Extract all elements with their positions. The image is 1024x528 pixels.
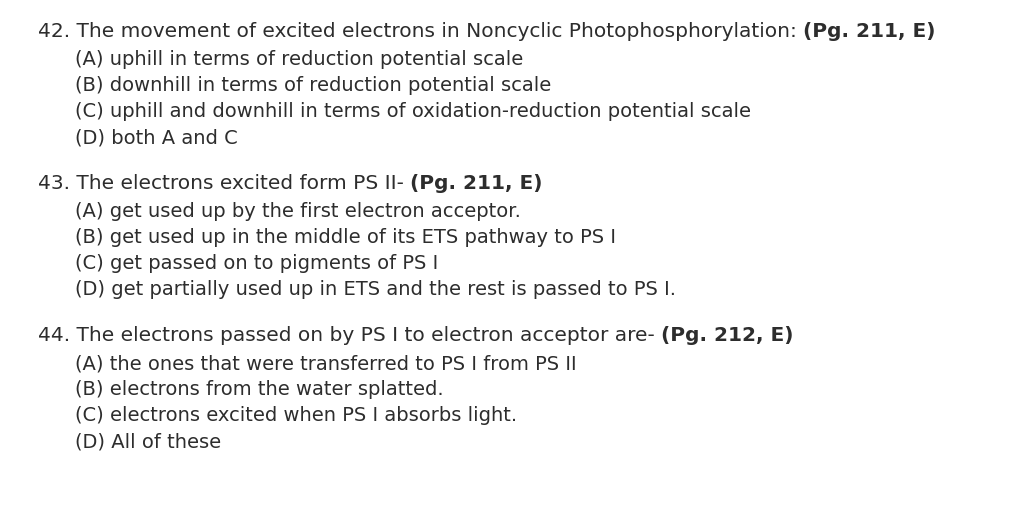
- Text: (A) the ones that were transferred to PS I from PS II: (A) the ones that were transferred to PS…: [75, 354, 577, 373]
- Text: (Pg. 211, E): (Pg. 211, E): [803, 22, 936, 41]
- Text: (A) uphill in terms of reduction potential scale: (A) uphill in terms of reduction potenti…: [75, 50, 523, 69]
- Text: (C) uphill and downhill in terms of oxidation-reduction potential scale: (C) uphill and downhill in terms of oxid…: [75, 102, 751, 121]
- Text: (D) get partially used up in ETS and the rest is passed to PS I.: (D) get partially used up in ETS and the…: [75, 280, 676, 299]
- Text: (Pg. 211, E): (Pg. 211, E): [411, 174, 543, 193]
- Text: 44. The electrons passed on by PS I to electron acceptor are-: 44. The electrons passed on by PS I to e…: [38, 326, 662, 345]
- Text: (B) get used up in the middle of its ETS pathway to PS I: (B) get used up in the middle of its ETS…: [75, 228, 616, 247]
- Text: (B) downhill in terms of reduction potential scale: (B) downhill in terms of reduction poten…: [75, 76, 551, 95]
- Text: 43. The electrons excited form PS II-: 43. The electrons excited form PS II-: [38, 174, 411, 193]
- Text: (Pg. 212, E): (Pg. 212, E): [662, 326, 794, 345]
- Text: 42. The movement of excited electrons in Noncyclic Photophosphorylation:: 42. The movement of excited electrons in…: [38, 22, 803, 41]
- Text: (B) electrons from the water splatted.: (B) electrons from the water splatted.: [75, 380, 443, 399]
- Text: (D) All of these: (D) All of these: [75, 432, 221, 451]
- Text: (A) get used up by the first electron acceptor.: (A) get used up by the first electron ac…: [75, 202, 521, 221]
- Text: (D) both A and C: (D) both A and C: [75, 128, 238, 147]
- Text: (C) get passed on to pigments of PS I: (C) get passed on to pigments of PS I: [75, 254, 438, 273]
- Text: (C) electrons excited when PS I absorbs light.: (C) electrons excited when PS I absorbs …: [75, 406, 517, 425]
